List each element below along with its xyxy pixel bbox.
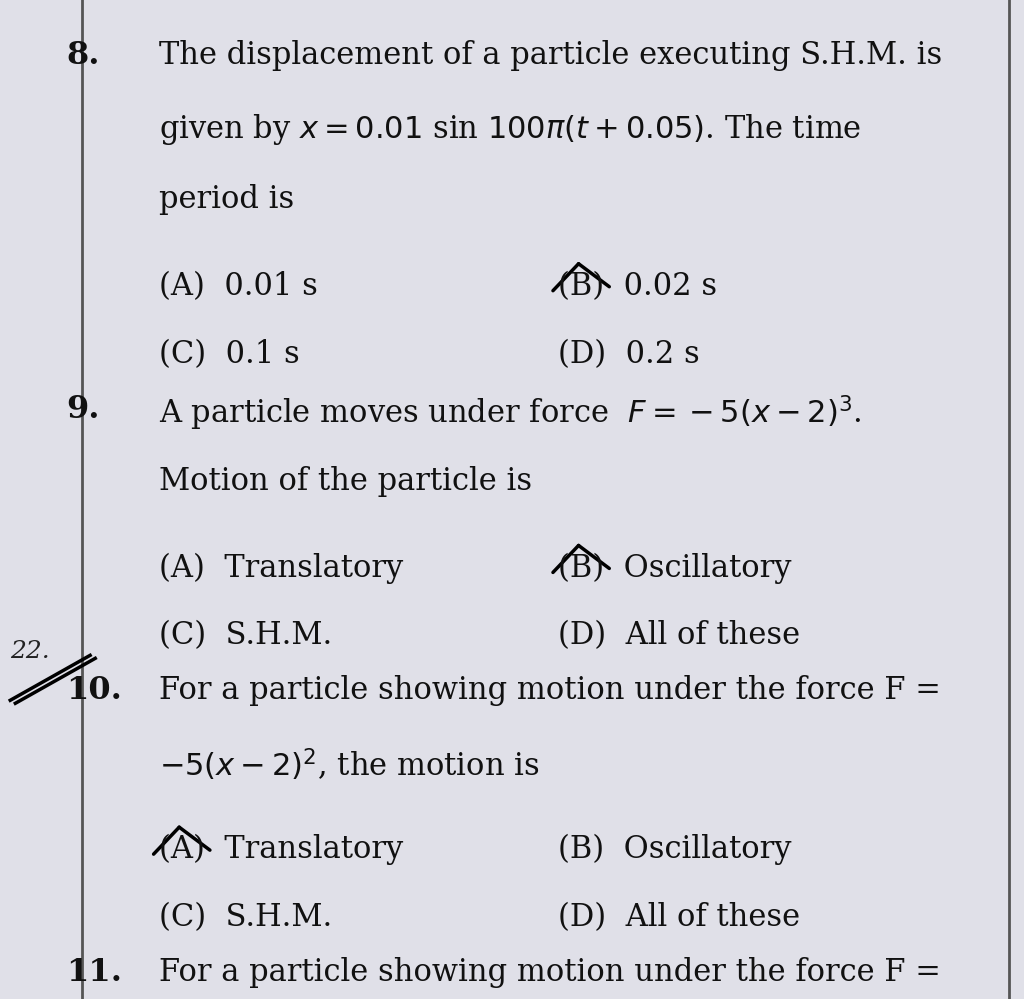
Text: 22.: 22. <box>10 640 50 663</box>
Text: given by $x = 0.01$ sin $100\pi(t + 0.05)$. The time: given by $x = 0.01$ sin $100\pi(t + 0.05… <box>159 112 861 147</box>
Text: (C)  0.1 s: (C) 0.1 s <box>159 339 299 370</box>
Text: (D)  All of these: (D) All of these <box>558 902 800 933</box>
Text: (B)  Oscillatory: (B) Oscillatory <box>558 552 792 583</box>
Text: For a particle showing motion under the force F =: For a particle showing motion under the … <box>159 957 941 988</box>
Text: A particle moves under force  $F = -5(x - 2)^3$.: A particle moves under force $F = -5(x -… <box>159 394 861 434</box>
Text: (A)  Translatory: (A) Translatory <box>159 834 403 865</box>
Text: (B)  Oscillatory: (B) Oscillatory <box>558 834 792 865</box>
Text: (A)  0.01 s: (A) 0.01 s <box>159 271 317 302</box>
Text: 11.: 11. <box>67 957 123 988</box>
Text: 8.: 8. <box>67 40 100 71</box>
Text: $-5(x-2)^2$, the motion is: $-5(x-2)^2$, the motion is <box>159 747 539 784</box>
Text: period is: period is <box>159 184 294 215</box>
Text: (D)  0.2 s: (D) 0.2 s <box>558 339 699 370</box>
Text: Motion of the particle is: Motion of the particle is <box>159 466 531 497</box>
Text: (B)  0.02 s: (B) 0.02 s <box>558 271 717 302</box>
Text: (A)  Translatory: (A) Translatory <box>159 552 403 583</box>
Text: For a particle showing motion under the force F =: For a particle showing motion under the … <box>159 675 941 706</box>
Text: (C)  S.H.M.: (C) S.H.M. <box>159 902 332 933</box>
Text: (C)  S.H.M.: (C) S.H.M. <box>159 620 332 651</box>
Text: 9.: 9. <box>67 394 100 425</box>
Text: The displacement of a particle executing S.H.M. is: The displacement of a particle executing… <box>159 40 942 71</box>
Text: 10.: 10. <box>67 675 123 706</box>
Text: (D)  All of these: (D) All of these <box>558 620 800 651</box>
